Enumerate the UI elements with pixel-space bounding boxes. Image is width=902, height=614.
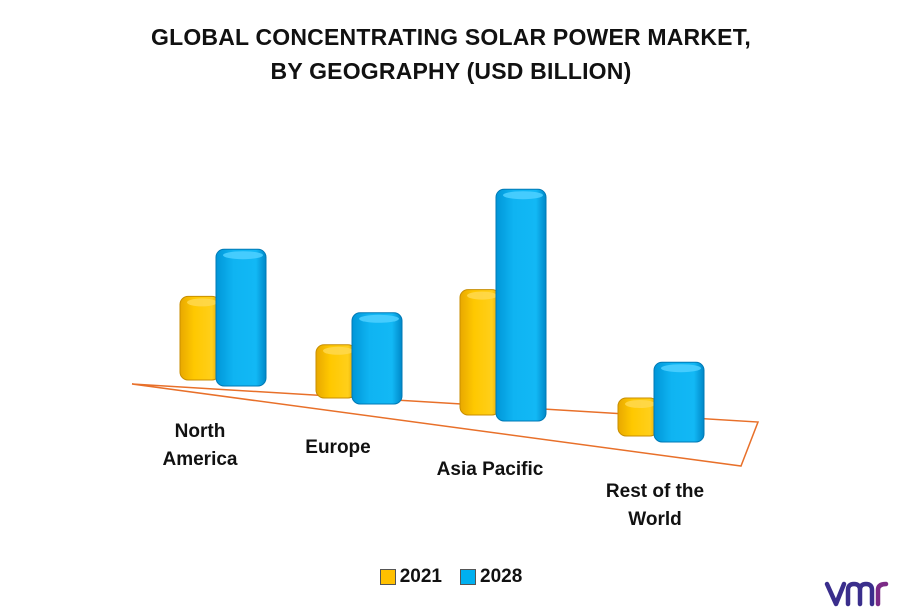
- legend-item-2021: 2021: [379, 566, 442, 588]
- category-label-asia-pacific: Asia Pacific: [437, 459, 544, 480]
- bar-north-america-2021: [179, 295, 221, 381]
- chart-title: GLOBAL CONCENTRATING SOLAR POWER MARKET,…: [0, 20, 902, 88]
- category-labels: North America Europe Asia Pacific Rest of th…: [163, 421, 705, 530]
- legend-label-2028: 2028: [480, 566, 523, 587]
- legend-item-2028: 2028: [460, 566, 522, 588]
- bar-rest-of-the-world-2021: [617, 397, 659, 437]
- bar-asia-pacific-2021: [459, 289, 501, 416]
- bar-europe-2021: [315, 344, 357, 399]
- legend-label-2021: 2021: [399, 566, 442, 587]
- bar-asia-pacific-2028: [495, 188, 547, 422]
- vmr-logo-icon: [824, 581, 889, 607]
- legend-swatch-2021: [379, 569, 396, 585]
- chart-title-line-2: BY GEOGRAPHY (USD BILLION): [270, 58, 632, 84]
- category-label-europe: Europe: [305, 437, 370, 458]
- bar-rest-of-the-world-2028: [653, 361, 705, 443]
- category-label-north-america: North America: [163, 421, 238, 470]
- legend-swatch-2028: [460, 569, 476, 585]
- chart-title-line-1: GLOBAL CONCENTRATING SOLAR POWER MARKET,: [150, 24, 752, 50]
- bar-north-america-2028: [215, 248, 267, 387]
- legend: 2021 2028: [0, 566, 902, 588]
- bars-group: [179, 188, 705, 443]
- category-label-rest-of-the-world: Rest of the World: [606, 481, 704, 530]
- chart-floor: [131, 383, 760, 467]
- bar-europe-2028: [351, 312, 403, 405]
